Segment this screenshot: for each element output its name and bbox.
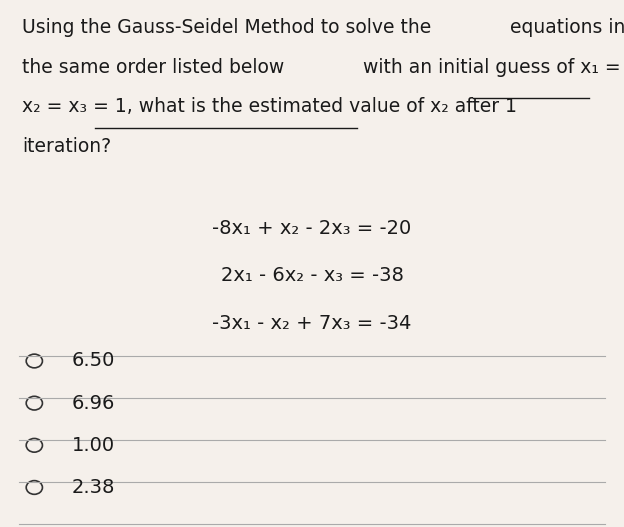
Text: 1.00: 1.00: [72, 436, 115, 455]
Text: x₂ = x₃ = 1, what is the estimated value of x₂ after 1: x₂ = x₃ = 1, what is the estimated value…: [22, 97, 517, 116]
Text: with an initial guess of x₁ =: with an initial guess of x₁ =: [357, 58, 621, 77]
Text: equations in: equations in: [510, 18, 624, 37]
Text: -3x₁ - x₂ + 7x₃ = -34: -3x₁ - x₂ + 7x₃ = -34: [212, 314, 412, 333]
Text: iteration?: iteration?: [22, 137, 111, 156]
Text: Using the Gauss-Seidel Method to solve the: Using the Gauss-Seidel Method to solve t…: [22, 18, 437, 37]
Text: the same order listed below: the same order listed below: [22, 58, 284, 77]
Text: 6.96: 6.96: [72, 394, 115, 413]
Text: 2.38: 2.38: [72, 478, 115, 497]
Text: 6.50: 6.50: [72, 352, 115, 370]
Text: -8x₁ + x₂ - 2x₃ = -20: -8x₁ + x₂ - 2x₃ = -20: [212, 219, 412, 238]
Text: 2x₁ - 6x₂ - x₃ = -38: 2x₁ - 6x₂ - x₃ = -38: [220, 266, 404, 285]
